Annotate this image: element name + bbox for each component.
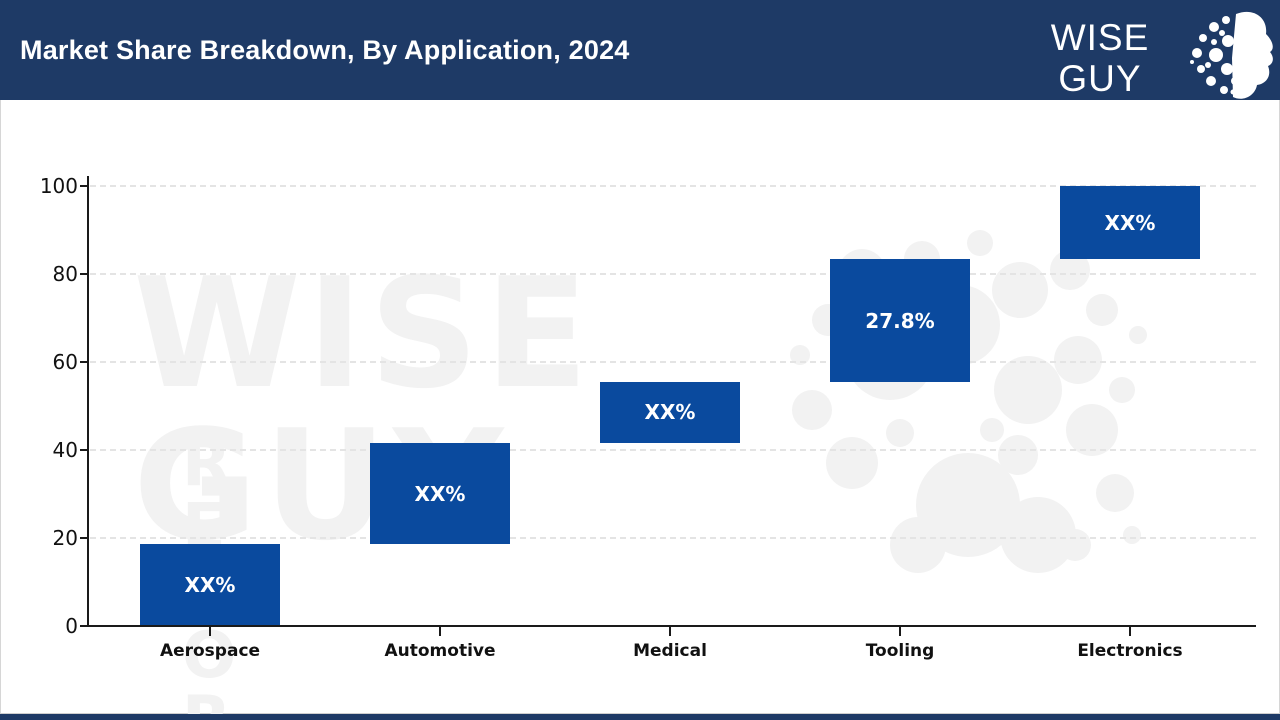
gridline-100 — [90, 185, 1256, 187]
y-axis-line — [87, 176, 89, 627]
x-tick-mark-aerospace — [209, 627, 211, 636]
y-tick-label-100: 100 — [39, 174, 78, 198]
gridline-20 — [90, 537, 1256, 539]
header-band: Market Share Breakdown, By Application, … — [0, 0, 1280, 115]
logo-head-icon — [1190, 11, 1273, 99]
x-axis-label-tooling: Tooling — [865, 641, 935, 661]
x-tick-mark-automotive — [439, 627, 441, 636]
y-tick-mark-0 — [80, 625, 88, 627]
gridline-60 — [90, 361, 1256, 363]
bar-value-label: XX% — [414, 481, 466, 506]
y-tick-mark-80 — [80, 273, 88, 275]
gridline-40 — [90, 449, 1256, 451]
x-tick-mark-tooling — [899, 627, 901, 636]
footer-strip — [0, 714, 1280, 720]
y-tick-mark-20 — [80, 537, 88, 539]
bar-value-label: XX% — [1104, 210, 1156, 235]
logo-subtitle: R E P O R T S — [1017, 101, 1187, 116]
bar-value-label: 27.8% — [865, 308, 935, 333]
y-tick-label-40: 40 — [52, 438, 78, 462]
gridline-80 — [90, 273, 1256, 275]
x-axis-label-electronics: Electronics — [1077, 641, 1183, 661]
chart-title: Market Share Breakdown, By Application, … — [20, 34, 630, 65]
bar-value-label: XX% — [644, 400, 696, 425]
y-tick-label-80: 80 — [52, 262, 78, 286]
x-axis-label-automotive: Automotive — [384, 641, 496, 661]
x-tick-mark-medical — [669, 627, 671, 636]
bar-value-label: XX% — [184, 573, 236, 598]
y-tick-mark-100 — [80, 185, 88, 187]
x-axis-label-medical: Medical — [633, 641, 707, 661]
x-axis-label-aerospace: Aerospace — [159, 641, 261, 661]
logo-wordmark: WISE GUY — [1050, 17, 1150, 99]
bar-aerospace: XX% — [140, 544, 280, 626]
bar-automotive: XX% — [370, 442, 510, 545]
x-tick-mark-electronics — [1129, 627, 1131, 636]
y-tick-label-60: 60 — [52, 350, 78, 374]
bar-tooling: 27.8% — [830, 259, 970, 382]
y-tick-label-0: 0 — [65, 614, 78, 638]
x-axis-line — [87, 625, 1256, 627]
logo-text: WISE GUY R E P O R T S — [1008, 17, 1192, 116]
bar-medical: XX% — [600, 381, 740, 443]
wise-guy-logo: WISE GUY R E P O R T S — [1008, 6, 1273, 115]
bar-electronics: XX% — [1060, 186, 1200, 260]
y-tick-mark-40 — [80, 449, 88, 451]
y-tick-mark-60 — [80, 361, 88, 363]
y-tick-label-20: 20 — [52, 526, 78, 550]
